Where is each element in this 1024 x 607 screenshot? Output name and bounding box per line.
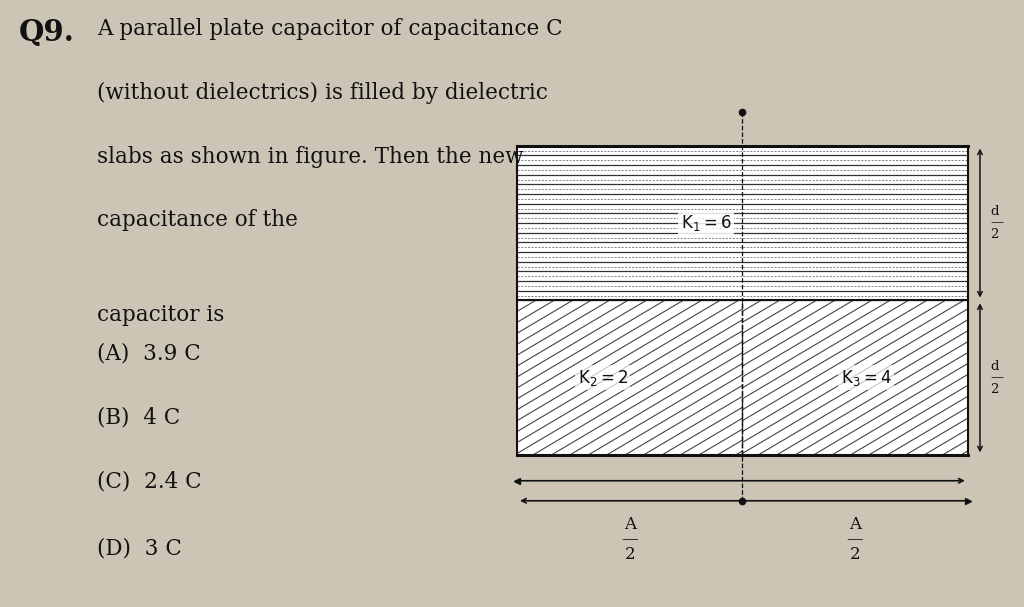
Text: A
—
2: A — 2 bbox=[622, 516, 638, 563]
Text: slabs as shown in figure. Then the new: slabs as shown in figure. Then the new bbox=[97, 146, 524, 168]
Text: $\mathrm{K_2=2}$: $\mathrm{K_2=2}$ bbox=[578, 368, 628, 388]
Text: Q9.: Q9. bbox=[18, 18, 75, 47]
Text: $\mathrm{K_1=6}$: $\mathrm{K_1=6}$ bbox=[681, 213, 732, 233]
Text: (without dielectrics) is filled by dielectric: (without dielectrics) is filled by diele… bbox=[97, 82, 548, 104]
Text: (D)  3 C: (D) 3 C bbox=[97, 537, 182, 559]
Text: $\mathrm{K_3=4}$: $\mathrm{K_3=4}$ bbox=[841, 368, 892, 388]
Bar bbox=[517, 146, 968, 455]
Text: (B)  4 C: (B) 4 C bbox=[97, 407, 180, 429]
Text: d
—
2: d — 2 bbox=[990, 205, 1004, 241]
Text: (A)  3.9 C: (A) 3.9 C bbox=[97, 343, 201, 365]
Text: (C)  2.4 C: (C) 2.4 C bbox=[97, 470, 202, 492]
Text: capacitance of the: capacitance of the bbox=[97, 209, 298, 231]
Text: A parallel plate capacitor of capacitance C: A parallel plate capacitor of capacitanc… bbox=[97, 18, 563, 40]
Text: A
—
2: A — 2 bbox=[847, 516, 863, 563]
Text: d
—
2: d — 2 bbox=[990, 360, 1004, 396]
Text: capacitor is: capacitor is bbox=[97, 304, 224, 325]
